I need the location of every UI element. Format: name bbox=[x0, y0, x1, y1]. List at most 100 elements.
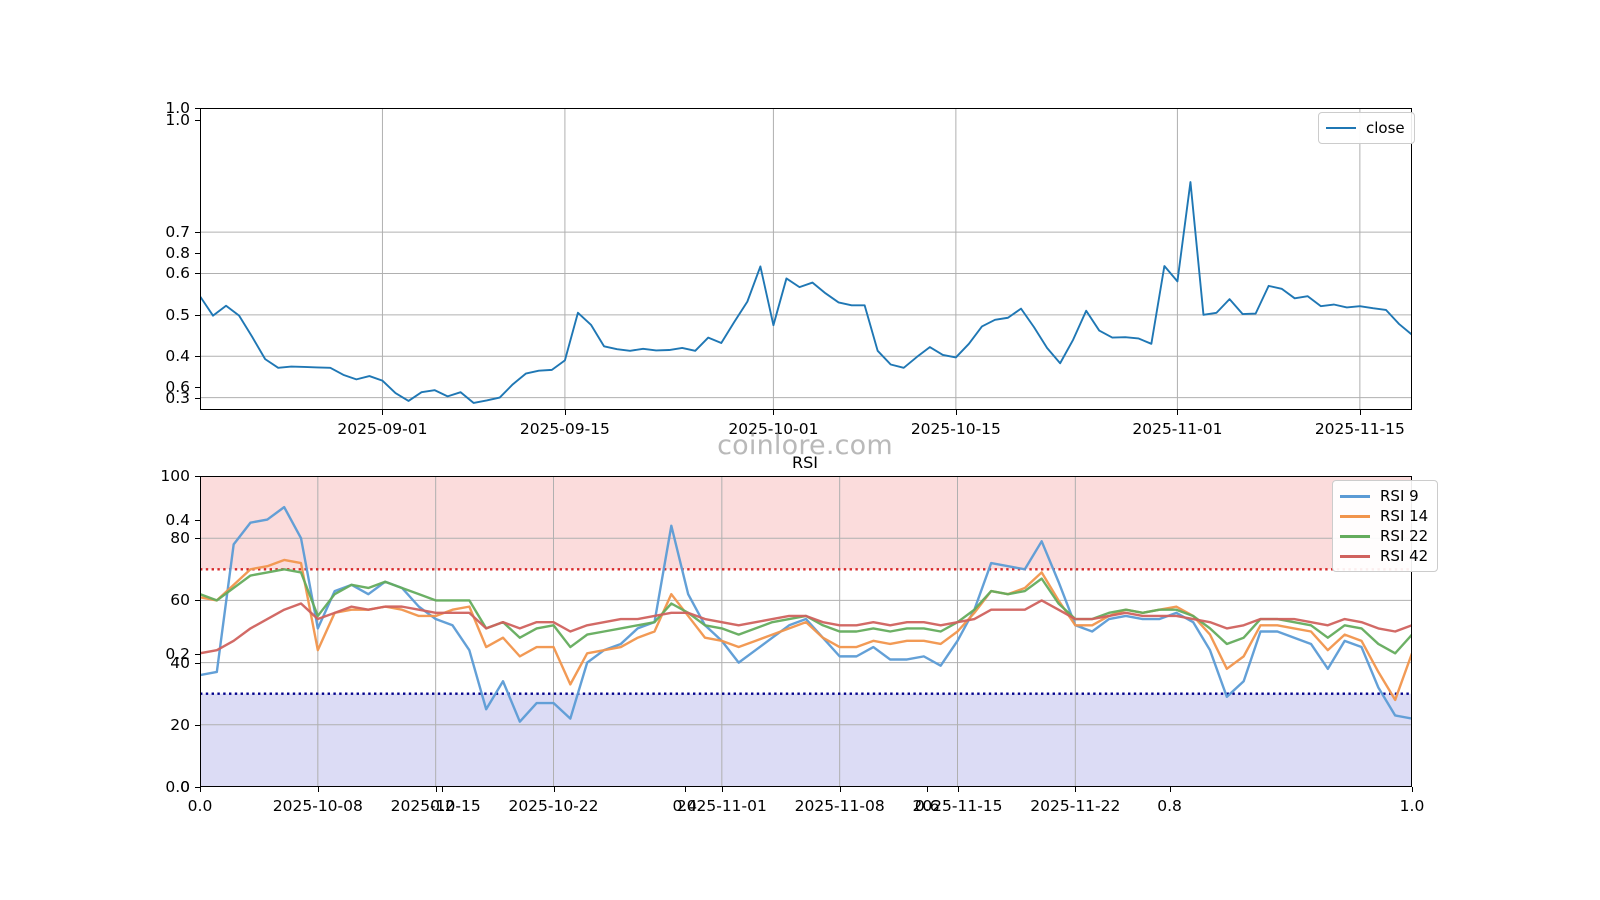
rsi-y-tickmark bbox=[195, 538, 200, 540]
rsi-y-tick: 80 bbox=[170, 529, 190, 548]
price-x-tickmark bbox=[1359, 410, 1361, 415]
rsi-x-tick: 2025-10-15 bbox=[390, 797, 481, 815]
legend-swatch-close bbox=[1326, 127, 1356, 129]
price-x-tick: 2025-11-01 bbox=[1132, 420, 1223, 438]
rsi-y-tickmark bbox=[195, 662, 200, 664]
price-y-tick: 1.0 bbox=[165, 99, 190, 117]
rsi-x-tick: 2025-10-22 bbox=[508, 797, 599, 815]
price-chart-legend[interactable]: close bbox=[1318, 112, 1415, 144]
price-x-tick: 2025-09-15 bbox=[519, 420, 610, 438]
rsi-chart-title: RSI bbox=[792, 453, 818, 472]
close-line bbox=[200, 181, 1412, 404]
price-plot-area bbox=[200, 108, 1412, 410]
rsi-chart-panel bbox=[200, 476, 1412, 787]
rsi-x-tickmark bbox=[553, 787, 555, 792]
price-y-tickmark bbox=[195, 397, 200, 399]
overlay-y-tick: 0.0 bbox=[165, 778, 190, 796]
price-x-tickmark bbox=[773, 410, 775, 415]
price-x-tickmark bbox=[955, 410, 957, 415]
rsi-y-tickmark bbox=[195, 724, 200, 726]
rsi-line-rsi-42 bbox=[200, 599, 1412, 655]
price-y-tickmark bbox=[195, 108, 200, 109]
legend-swatch-rsi-14 bbox=[1340, 514, 1370, 518]
overlay-x-tick: 0.0 bbox=[187, 797, 213, 815]
legend-item-rsi-9[interactable]: RSI 9 bbox=[1340, 486, 1428, 506]
rsi-y-tick: 20 bbox=[170, 715, 190, 734]
overlay-x-tickmark bbox=[442, 787, 444, 792]
price-y-tick: 0.7 bbox=[165, 223, 190, 242]
rsi-x-tickmark bbox=[721, 787, 723, 792]
overlay-x-tickmark bbox=[1169, 787, 1171, 792]
price-x-tickmark bbox=[564, 410, 566, 415]
rsi-y-tickmark bbox=[195, 787, 200, 788]
overlay-y-tickmark bbox=[195, 386, 200, 388]
price-chart-panel bbox=[200, 108, 1412, 410]
price-y-tickmark bbox=[195, 232, 200, 234]
overlay-y-tickmark bbox=[195, 520, 200, 522]
overlay-x-tickmark bbox=[927, 787, 929, 792]
overlay-y-tick: 0.2 bbox=[165, 644, 190, 663]
rsi-plot-area bbox=[200, 476, 1412, 787]
rsi-y-tickmark bbox=[195, 476, 200, 477]
legend-label-rsi-22: RSI 22 bbox=[1380, 526, 1429, 545]
legend-item-rsi-42[interactable]: RSI 42 bbox=[1340, 546, 1428, 566]
rsi-x-tickmark bbox=[1075, 787, 1077, 792]
rsi-y-tick: 100 bbox=[160, 467, 190, 485]
legend-label-rsi-42: RSI 42 bbox=[1380, 546, 1429, 565]
rsi-x-tickmark bbox=[317, 787, 319, 792]
overlay-x-tickmark bbox=[684, 787, 686, 792]
overlay-x-tickmark bbox=[200, 787, 201, 792]
price-y-tickmark bbox=[195, 356, 200, 358]
overlay-y-tickmark bbox=[195, 653, 200, 655]
overlay-y-tick: 0.6 bbox=[165, 377, 190, 396]
rsi-x-tick: 2025-10-08 bbox=[272, 797, 363, 815]
overlay-y-tick: 1.0 bbox=[165, 111, 190, 129]
overlay-x-tick: 0.8 bbox=[1157, 797, 1182, 815]
overlay-y-tick: 0.4 bbox=[165, 511, 190, 530]
price-y-tickmark bbox=[195, 314, 200, 316]
rsi-x-tickmark bbox=[839, 787, 841, 792]
overlay-y-tickmark bbox=[195, 253, 200, 255]
rsi-line-rsi-14 bbox=[200, 558, 1412, 702]
price-x-tickmark bbox=[382, 410, 384, 415]
overlay-y-tickmark bbox=[195, 120, 200, 121]
price-x-tick: 2025-09-01 bbox=[337, 420, 428, 438]
rsi-x-tick: 2025-11-22 bbox=[1030, 797, 1121, 815]
legend-item-rsi-14[interactable]: RSI 14 bbox=[1340, 506, 1428, 526]
legend-item-close[interactable]: close bbox=[1326, 118, 1405, 138]
legend-swatch-rsi-42 bbox=[1340, 554, 1370, 558]
overlay-y-tick: 0.8 bbox=[165, 244, 190, 263]
legend-swatch-rsi-9 bbox=[1340, 494, 1370, 498]
price-y-tick: 0.3 bbox=[165, 388, 190, 407]
rsi-chart-legend[interactable]: RSI 9 RSI 14 RSI 22 RSI 42 bbox=[1332, 480, 1439, 572]
price-y-tickmark bbox=[195, 273, 200, 275]
legend-item-rsi-22[interactable]: RSI 22 bbox=[1340, 526, 1428, 546]
rsi-y-tick: 40 bbox=[170, 653, 190, 672]
price-x-tick: 2025-11-15 bbox=[1314, 420, 1405, 438]
price-x-tickmark bbox=[1177, 410, 1179, 415]
rsi-y-tick: 60 bbox=[170, 591, 190, 610]
legend-label-rsi-14: RSI 14 bbox=[1380, 506, 1429, 525]
legend-label-close: close bbox=[1366, 118, 1405, 137]
overlay-x-tick: 0.2 bbox=[430, 797, 455, 815]
price-y-tick: 0.5 bbox=[165, 305, 190, 324]
rsi-y-tick: 0 bbox=[180, 778, 190, 796]
rsi-x-tick: 2025-11-08 bbox=[794, 797, 885, 815]
price-y-tick: 0.4 bbox=[165, 347, 190, 366]
watermark-coinlore: coinlore.com bbox=[717, 430, 893, 461]
rsi-x-tickmark bbox=[957, 787, 959, 792]
rsi-line-rsi-22 bbox=[200, 568, 1412, 655]
rsi-x-tick: 2025-11-01 bbox=[676, 797, 767, 815]
overlay-x-tickmark bbox=[1412, 787, 1413, 792]
rsi-x-tickmark bbox=[435, 787, 437, 792]
price-x-tick: 2025-10-01 bbox=[728, 420, 819, 438]
rsi-y-tickmark bbox=[195, 600, 200, 602]
overlay-x-tick: 0.4 bbox=[672, 797, 698, 815]
price-y-tick: 0.6 bbox=[165, 264, 190, 283]
rsi-x-tick: 2025-11-15 bbox=[912, 797, 1003, 815]
price-x-tick: 2025-10-15 bbox=[910, 420, 1001, 438]
legend-swatch-rsi-22 bbox=[1340, 534, 1370, 538]
overlay-x-tick: 0.6 bbox=[914, 797, 940, 815]
overlay-x-tick: 1.0 bbox=[1399, 797, 1425, 815]
